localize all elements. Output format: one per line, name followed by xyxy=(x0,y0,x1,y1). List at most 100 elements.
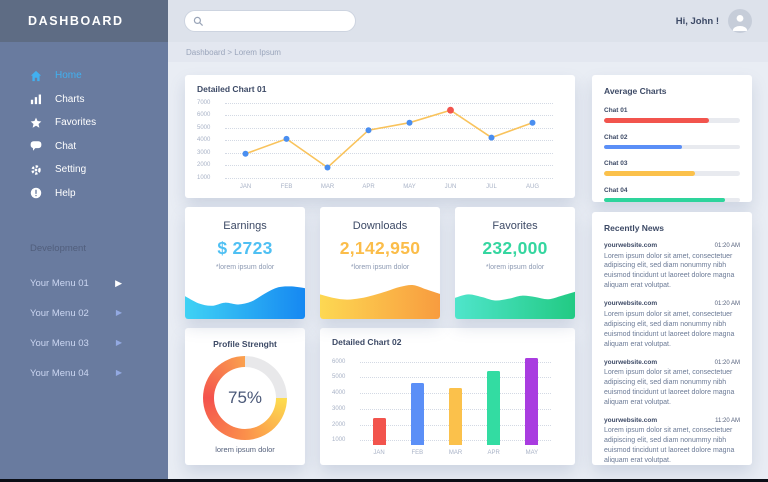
news-item[interactable]: yourwebsite.com 01:20 AM Lorem ipsum dolor… xyxy=(604,300,740,349)
sidebar-item-chat[interactable]: Chat xyxy=(0,135,168,159)
bottom-edge-bar xyxy=(0,479,768,482)
gridline xyxy=(225,102,553,104)
bar-label: Chat 02 xyxy=(604,133,628,141)
stat-note: *lorem ipsum dolor xyxy=(215,264,275,271)
news-item[interactable]: yourwebsite.com 01:20 AM Lorem ipsum dolor… xyxy=(604,242,740,291)
average-bar-row: Chat 02 xyxy=(604,133,740,149)
sidebar-item-label: Home xyxy=(55,70,82,82)
y-axis-label: 3000 xyxy=(197,149,211,156)
news-item[interactable]: yourwebsite.com 11:20 AM Lorem ipsum dolor… xyxy=(604,417,740,465)
news-time: 01:20 AM xyxy=(714,301,740,308)
favorites-card[interactable]: Favorites 232,000 *lorem ipsum dolor xyxy=(455,207,575,319)
left-column: Detailed Chart 01 1000 2000 3000 4000 5000 60… xyxy=(185,75,575,482)
bar-label: Chat 03 xyxy=(604,160,628,167)
submenu-arrow-icon: ▶ xyxy=(115,277,122,288)
search-icon xyxy=(193,16,204,27)
y-axis-label: 6000 xyxy=(332,358,346,365)
bar-track xyxy=(604,171,740,176)
bar-fill xyxy=(604,118,709,123)
detailed-chart-02-card: Detailed Chart 02 1000 2000 3000 4000 5000 60… xyxy=(320,328,575,465)
sidebar-item-charts[interactable]: Charts xyxy=(0,88,168,112)
bar[interactable] xyxy=(487,370,501,445)
dev-item-label: Your Menu 01 xyxy=(30,277,89,289)
sidebar-item-your-menu-03[interactable]: Your Menu 03 ▶ xyxy=(0,328,168,358)
wave-area xyxy=(320,285,440,319)
sidebar-item-label: Favorites xyxy=(55,117,97,129)
data-point[interactable] xyxy=(324,164,331,171)
data-point[interactable] xyxy=(242,150,249,157)
news-body: Lorem ipsum dolor sit amet, consectetuer… xyxy=(604,427,735,465)
detailed-chart-01-card: Detailed Chart 01 1000 2000 3000 4000 5000 60… xyxy=(185,75,575,198)
sidebar-item-your-menu-04[interactable]: Your Menu 04 ▶ xyxy=(0,358,168,388)
dev-item-label: Your Menu 02 xyxy=(30,307,89,319)
earnings-sparkline xyxy=(185,273,305,319)
stat-note: *lorem ipsum dolor xyxy=(485,264,545,271)
user-greeting: Hi, John ! xyxy=(675,15,719,27)
content: Detailed Chart 01 1000 2000 3000 4000 5000 60… xyxy=(168,62,768,482)
x-axis-label: JUL xyxy=(486,184,497,190)
news-item-header: yourwebsite.com 01:20 AM xyxy=(604,359,740,366)
gridline xyxy=(225,152,553,154)
data-point[interactable] xyxy=(447,106,454,114)
y-axis-label: 5000 xyxy=(197,124,211,131)
bar-fill xyxy=(604,197,726,202)
earnings-card[interactable]: Earnings $ 2723 *lorem ipsum dolor xyxy=(185,207,305,319)
chart-title: Average Charts xyxy=(604,86,667,96)
avatar[interactable] xyxy=(728,9,752,33)
news-item-header: yourwebsite.com 01:20 AM xyxy=(604,300,740,307)
favorites-sparkline xyxy=(455,273,575,319)
development-menu: Your Menu 01 ▶ Your Menu 02 ▶ Your Menu 03 ▶ Y… xyxy=(0,268,168,388)
x-axis-label: JUN xyxy=(444,184,457,190)
bar-fill xyxy=(604,144,682,149)
sidebar-item-setting[interactable]: Setting xyxy=(0,158,168,182)
data-point[interactable] xyxy=(406,119,413,126)
wave-area xyxy=(185,286,305,319)
x-axis-label: MAR xyxy=(448,450,463,456)
submenu-arrow-icon: ▶ xyxy=(115,368,122,377)
search-box[interactable] xyxy=(184,10,356,32)
data-point[interactable] xyxy=(488,134,495,141)
breadcrumb: Dashboard > Lorem Ipsum xyxy=(168,42,768,62)
gridline xyxy=(225,177,553,179)
stat-note: *lorem ipsum dolor xyxy=(350,264,410,271)
bar[interactable] xyxy=(525,357,539,445)
sidebar-item-your-menu-02[interactable]: Your Menu 02 ▶ xyxy=(0,298,168,328)
y-axis-label: 2000 xyxy=(197,162,211,168)
recently-news-card: Recently News yourwebsite.com 01:20 AM Lor… xyxy=(592,212,752,465)
charts-icon xyxy=(30,93,42,105)
main-area: Hi, John ! Dashboard > Lorem Ipsum Detai… xyxy=(168,0,768,482)
stat-title: Favorites xyxy=(492,220,538,232)
average-bars: Chat 01 Chat 02 Chat 03 Chat 04 xyxy=(604,107,740,202)
news-source: yourwebsite.com xyxy=(604,300,658,308)
sidebar-item-favorites[interactable]: Favorites xyxy=(0,111,168,135)
development-section-label: Development xyxy=(30,243,86,254)
favorites-icon xyxy=(30,117,42,129)
right-column: Average Charts Chat 01 Chat 02 Chat 03 Chat… xyxy=(592,75,752,482)
bar[interactable] xyxy=(410,382,424,445)
sidebar-item-help[interactable]: Help xyxy=(0,182,168,206)
search-input[interactable] xyxy=(210,15,351,27)
y-axis-label: 1000 xyxy=(197,174,211,181)
profile-strength-card: Profile Strenght 75% lorem ipsum dolor xyxy=(185,328,305,465)
chat-icon xyxy=(30,140,42,152)
sidebar-item-label: Setting xyxy=(55,164,87,176)
stat-title: Downloads xyxy=(352,220,408,232)
downloads-card[interactable]: Downloads 2,142,950 *lorem ipsum dolor xyxy=(320,207,440,319)
sidebar-item-your-menu-01[interactable]: Your Menu 01 ▶ xyxy=(0,268,168,298)
bar[interactable] xyxy=(449,387,462,445)
news-item[interactable]: yourwebsite.com 01:20 AM Lorem ipsum dolor… xyxy=(604,359,740,408)
bar[interactable] xyxy=(372,418,386,445)
news-body: Lorem ipsum dolor sit amet, consectetuer… xyxy=(604,252,735,290)
dev-item-label: Your Menu 03 xyxy=(30,337,89,349)
y-axis-label: 7000 xyxy=(197,99,211,106)
sidebar-item-home[interactable]: Home xyxy=(0,64,168,88)
sidebar-item-label: Charts xyxy=(55,93,85,105)
data-point[interactable] xyxy=(529,119,536,126)
news-list: yourwebsite.com 01:20 AM Lorem ipsum dolor… xyxy=(604,242,740,465)
data-point[interactable] xyxy=(283,135,290,142)
help-icon xyxy=(30,187,42,199)
data-point[interactable] xyxy=(365,127,372,134)
y-axis-label: 3000 xyxy=(332,405,346,412)
y-axis-label: 6000 xyxy=(197,112,211,119)
bar-label: Chat 01 xyxy=(604,107,628,114)
